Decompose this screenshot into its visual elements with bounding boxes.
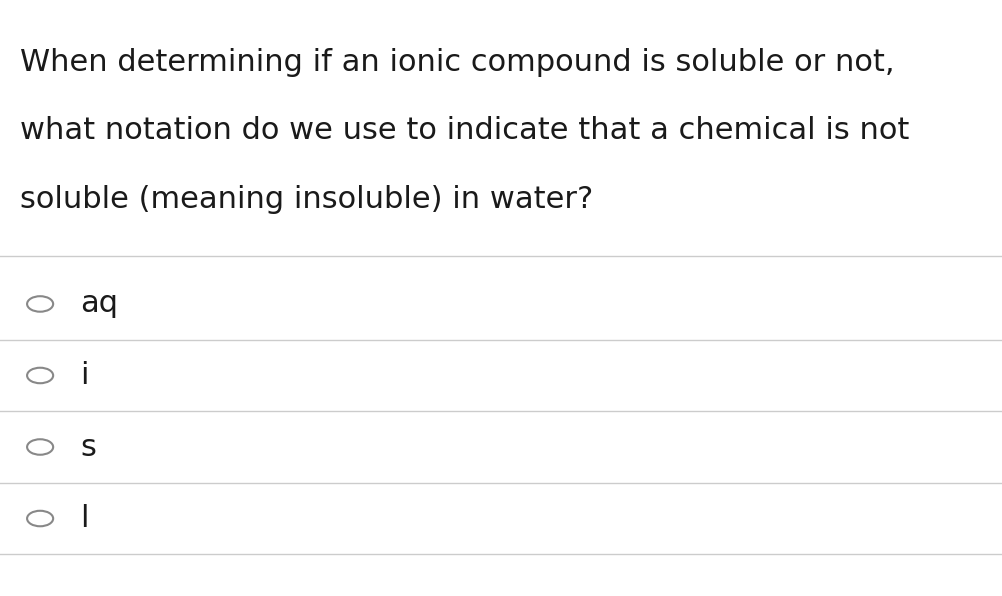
Text: When determining if an ionic compound is soluble or not,: When determining if an ionic compound is…: [20, 48, 894, 77]
Text: what notation do we use to indicate that a chemical is not: what notation do we use to indicate that…: [20, 116, 909, 145]
Text: aq: aq: [80, 290, 118, 318]
Text: l: l: [80, 504, 88, 533]
Text: s: s: [80, 433, 96, 461]
Text: i: i: [80, 361, 88, 390]
Text: soluble (meaning insoluble) in water?: soluble (meaning insoluble) in water?: [20, 185, 593, 214]
